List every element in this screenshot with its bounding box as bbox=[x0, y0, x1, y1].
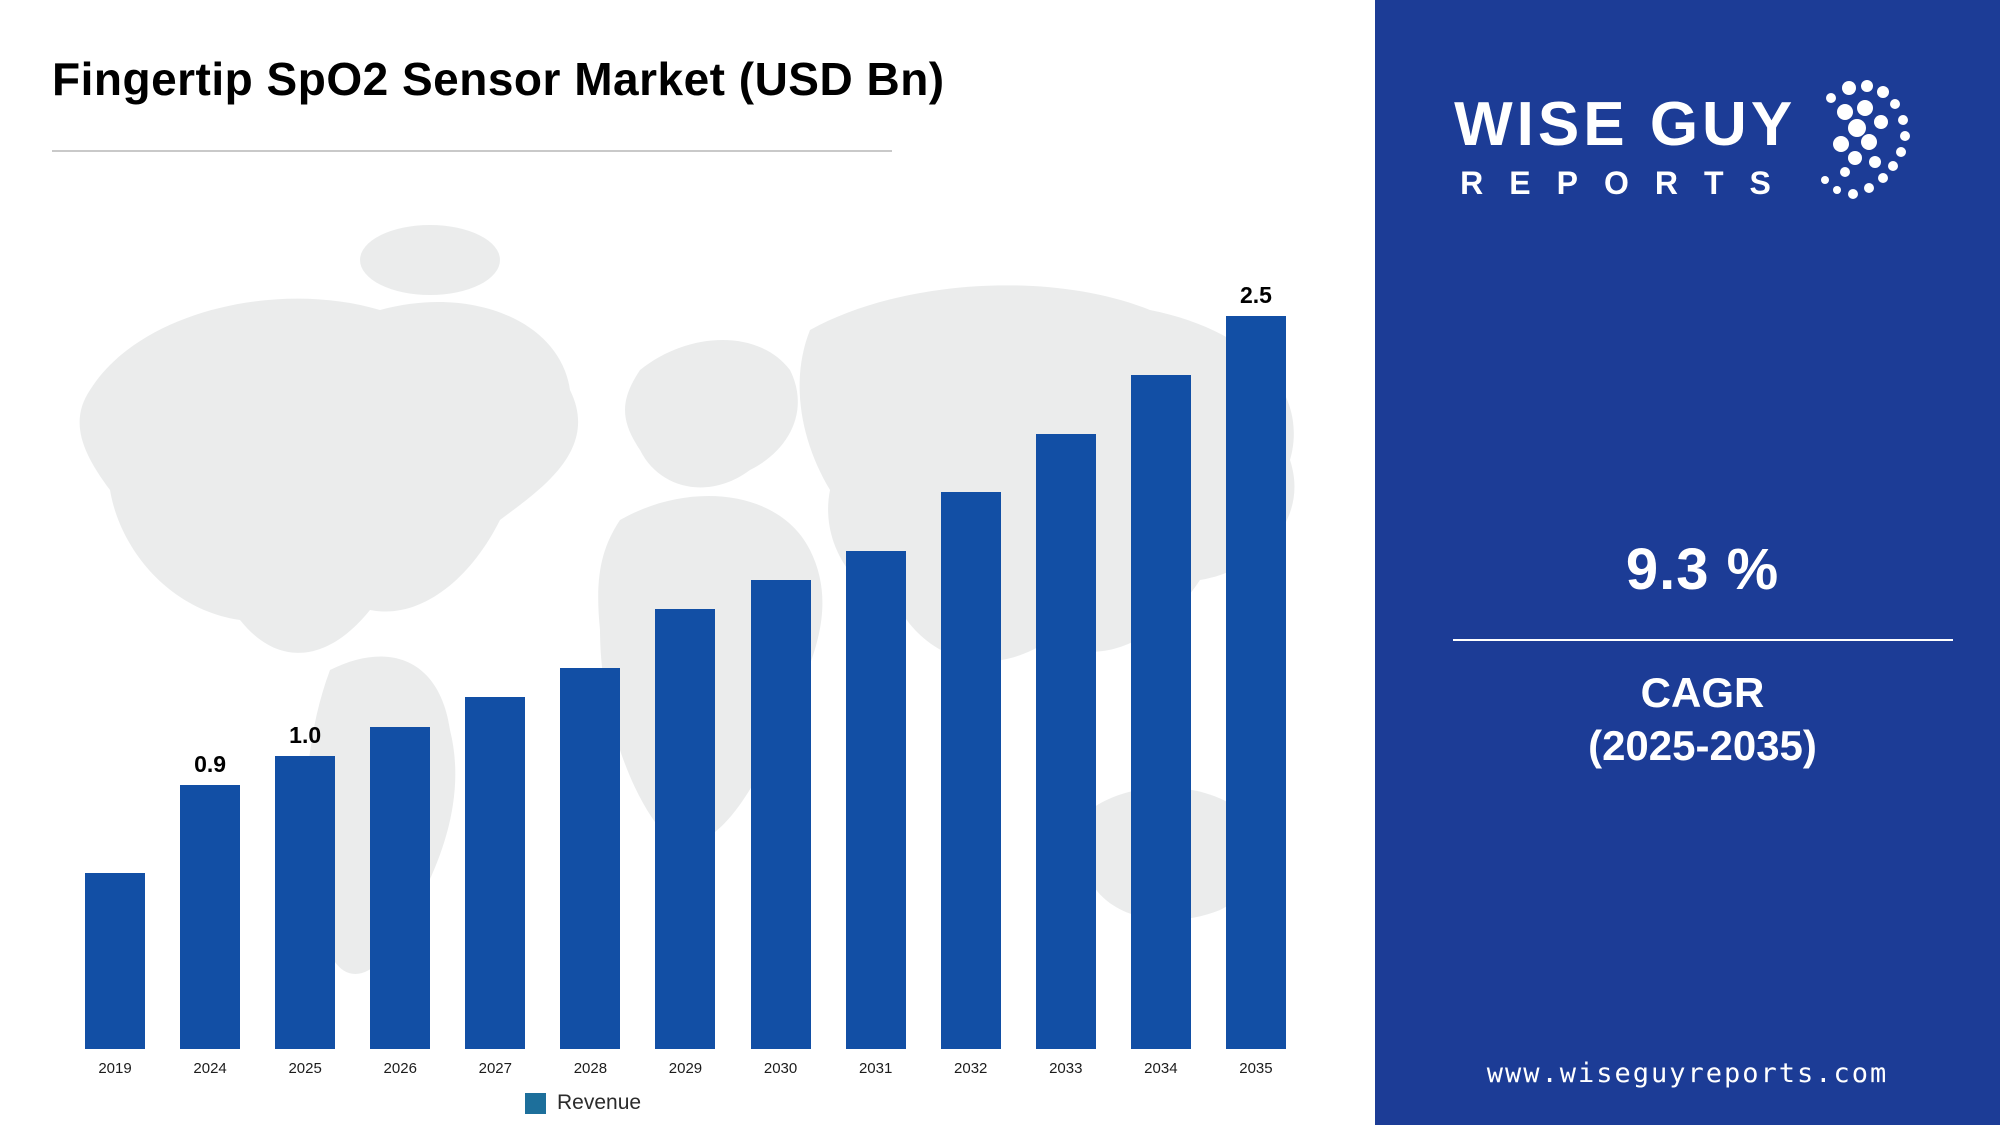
bar bbox=[750, 580, 811, 1049]
bar-chart: 2019 0.9 2024 1.0 2025 2026 2027 2028 2029 2030 20… bbox=[78, 247, 1293, 1077]
x-axis-label: 2030 bbox=[763, 1060, 798, 1077]
x-axis-label: 2019 bbox=[98, 1060, 132, 1077]
x-axis-label: 2032 bbox=[954, 1060, 988, 1077]
page-title: Fingertip SpO2 Sensor Market (USD Bn) bbox=[52, 53, 945, 105]
bar bbox=[465, 697, 526, 1049]
cagr-label-line1: CAGR bbox=[1640, 669, 1765, 716]
bar bbox=[180, 785, 241, 1049]
x-axis-label: 2027 bbox=[478, 1060, 512, 1077]
bar-group: 2.5 2035 bbox=[1219, 280, 1293, 1077]
x-axis-label: 2034 bbox=[1144, 1060, 1178, 1077]
legend-label: Revenue bbox=[557, 1091, 642, 1114]
bar bbox=[275, 756, 336, 1049]
bar-group: 1.0 2025 bbox=[268, 720, 342, 1077]
bar-value-label: 0.9 bbox=[194, 751, 227, 777]
bar-value-label: 1.0 bbox=[289, 722, 322, 748]
bar bbox=[1130, 375, 1191, 1049]
bar bbox=[370, 727, 431, 1049]
bar-group: 2027 bbox=[458, 661, 532, 1077]
bar bbox=[845, 551, 906, 1049]
bar-group: 2030 bbox=[744, 544, 818, 1077]
x-axis-label: 2025 bbox=[288, 1060, 322, 1077]
bar-group: 2032 bbox=[934, 456, 1008, 1077]
logo-subtitle: REPORTS bbox=[1460, 165, 1797, 202]
title-underline bbox=[52, 150, 892, 152]
bar-group: 2029 bbox=[648, 573, 722, 1077]
cagr-value: 9.3 % bbox=[1625, 537, 1780, 602]
cagr-divider bbox=[1452, 639, 1953, 641]
x-axis-label: 2026 bbox=[383, 1060, 417, 1077]
legend-swatch bbox=[525, 1092, 546, 1114]
bar-group: 2026 bbox=[363, 691, 437, 1077]
bar-group: 2028 bbox=[553, 632, 627, 1077]
bar-group: 2019 bbox=[78, 837, 152, 1077]
x-axis-label: 2024 bbox=[193, 1060, 227, 1077]
bar bbox=[655, 609, 716, 1049]
bar bbox=[1035, 434, 1096, 1049]
chart-legend: Revenue bbox=[525, 1091, 641, 1115]
chart-area: Fingertip SpO2 Sensor Market (USD Bn) 20… bbox=[52, 53, 1295, 1115]
x-axis-label: 2029 bbox=[668, 1060, 703, 1077]
logo: WISE GUY REPORTS bbox=[1375, 80, 2000, 208]
logo-wordmark: WISE GUY bbox=[1454, 90, 1797, 159]
sidebar: WISE GUY REPORTS 9.3 % CAGR (2025-2035) … bbox=[1375, 0, 2000, 1125]
x-axis-label: 2035 bbox=[1239, 1060, 1273, 1077]
x-axis-label: 2028 bbox=[573, 1060, 608, 1077]
bar-group: 2031 bbox=[839, 515, 913, 1077]
bar bbox=[85, 873, 145, 1049]
dotted-head-icon bbox=[1820, 80, 1910, 199]
bar bbox=[940, 492, 1001, 1049]
bar-group: 0.9 2024 bbox=[173, 749, 247, 1077]
bar bbox=[560, 668, 621, 1049]
website-url: www.wiseguyreports.com bbox=[1486, 1058, 1889, 1089]
cagr-block: 9.3 % CAGR (2025-2035) bbox=[1405, 536, 2000, 772]
x-axis-label: 2031 bbox=[858, 1060, 893, 1077]
logo-text: WISE GUY REPORTS bbox=[1454, 92, 1797, 202]
cagr-label-line2: (2025-2035) bbox=[1588, 721, 1817, 769]
bar bbox=[1225, 316, 1286, 1049]
bar-group: 2033 bbox=[1029, 398, 1103, 1077]
bar-group: 2034 bbox=[1124, 339, 1198, 1077]
cagr-label: CAGR (2025-2035) bbox=[1405, 667, 2000, 772]
bar-value-label: 2.5 bbox=[1239, 282, 1272, 308]
x-axis-label: 2033 bbox=[1049, 1060, 1083, 1077]
